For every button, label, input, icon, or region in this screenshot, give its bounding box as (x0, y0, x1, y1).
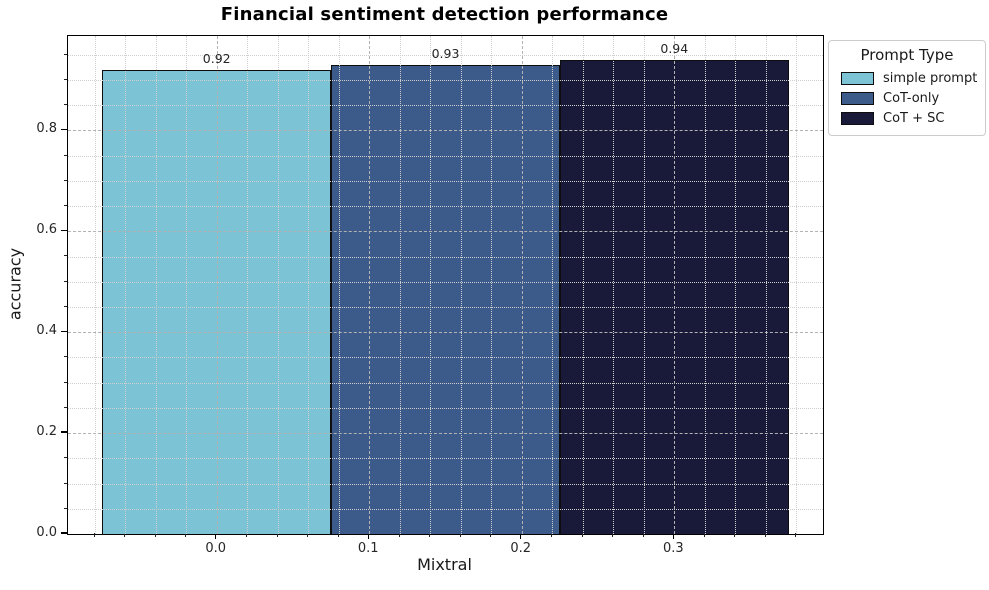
x-tick-label: 0.0 (205, 541, 227, 556)
legend-label: simple prompt (883, 70, 978, 86)
bar-simple-prompt (102, 69, 332, 534)
gridline (68, 180, 823, 182)
legend-swatch-icon (841, 71, 874, 85)
gridline (125, 36, 127, 534)
gridline (68, 105, 823, 107)
legend-label: CoT-only (883, 90, 940, 106)
gridline (68, 306, 823, 308)
gridline (68, 54, 823, 56)
gridline (68, 483, 823, 485)
gridline (674, 36, 676, 534)
legend-item-cot-only: CoT-only (837, 88, 977, 108)
legend-items: simple prompt CoT-only CoT + SC (837, 68, 977, 128)
bars-layer (68, 36, 823, 534)
gridline (68, 382, 823, 384)
gridline (643, 36, 645, 534)
gridline (613, 36, 615, 534)
y-axis-label: accuracy (5, 247, 25, 321)
gridline (704, 36, 706, 534)
legend-swatch-icon (841, 91, 874, 105)
gridline (277, 36, 279, 534)
y-tick-label: 0.4 (36, 323, 57, 339)
gridline (430, 36, 432, 534)
gridline (216, 36, 218, 534)
gridline (68, 130, 823, 132)
gridline (796, 36, 798, 534)
chart-title: Financial sentiment detection performanc… (220, 4, 669, 25)
gridline (68, 155, 823, 157)
y-tick-label: 0.6 (36, 222, 57, 238)
gridline (68, 256, 823, 258)
gridline (491, 36, 493, 534)
grid-layer (68, 36, 823, 534)
gridline (186, 36, 188, 534)
gridline (369, 36, 371, 534)
gridline (94, 36, 96, 534)
x-tick-label: 0.2 (510, 541, 532, 556)
bar-cot-sc (559, 59, 789, 534)
legend-label: CoT + SC (883, 110, 945, 126)
legend: Prompt Type simple prompt CoT-only CoT + S… (828, 40, 986, 136)
x-tick-label: 0.1 (357, 541, 379, 556)
legend-swatch-icon (841, 111, 874, 125)
gridline (155, 36, 157, 534)
gridline (765, 36, 767, 534)
gridline (68, 332, 823, 334)
x-axis-label: Mixtral (417, 555, 472, 574)
gridline (460, 36, 462, 534)
bar-value-label: 0.94 (660, 40, 689, 56)
gridline (582, 36, 584, 534)
y-tick-label: 0.0 (36, 525, 57, 540)
gridline (68, 433, 823, 435)
gridline (68, 281, 823, 283)
gridline (552, 36, 554, 534)
gridline (399, 36, 401, 534)
legend-item-simple-prompt: simple prompt (837, 68, 977, 88)
gridline (68, 407, 823, 409)
bar-labels-layer: 0.92 0.93 0.94 (68, 36, 823, 534)
bar-value-label: 0.93 (431, 45, 460, 61)
gridline (247, 36, 249, 534)
x-tick-label: 0.3 (662, 541, 684, 556)
gridline (521, 36, 523, 534)
bar-value-label: 0.92 (202, 50, 231, 66)
gridline (68, 206, 823, 207)
plot-area: 0.92 0.93 0.94 (67, 35, 824, 535)
bar-cot-only (331, 64, 560, 534)
y-tick-label: 0.8 (36, 121, 57, 137)
legend-item-cot-sc: CoT + SC (837, 108, 977, 128)
gridline (68, 458, 823, 460)
gridline (68, 79, 823, 81)
legend-title: Prompt Type (860, 46, 954, 64)
gridline (735, 36, 737, 534)
gridline (68, 508, 823, 510)
gridline (68, 231, 823, 233)
gridline (68, 357, 823, 359)
gridline (308, 36, 310, 534)
gridline (338, 36, 340, 534)
y-tick-label: 0.2 (36, 424, 57, 440)
